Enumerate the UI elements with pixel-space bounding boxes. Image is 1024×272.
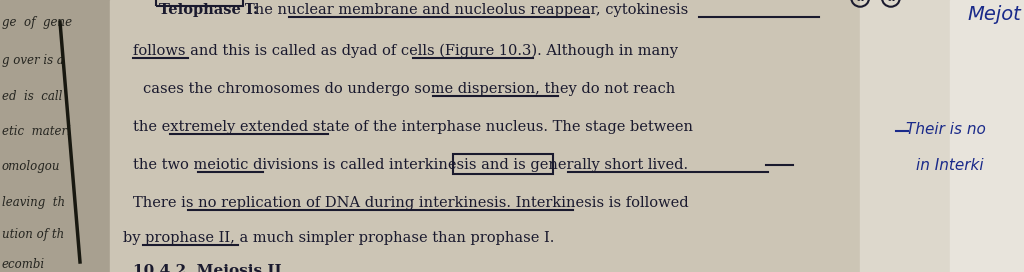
- Text: ution of th: ution of th: [2, 228, 65, 242]
- Text: in Interki: in Interki: [916, 158, 984, 173]
- Text: Their is no: Their is no: [906, 122, 986, 137]
- Text: ecombi: ecombi: [2, 258, 45, 271]
- Text: the two meiotic divisions is called interkinesis and is generally short lived.: the two meiotic divisions is called inte…: [133, 158, 688, 172]
- Text: follows and this is called as dyad of cells (Figure 10.3). Although in many: follows and this is called as dyad of ce…: [133, 44, 678, 58]
- Bar: [453, 154, 553, 174]
- Bar: [860, 0, 1024, 272]
- Text: ge  of  gene: ge of gene: [2, 16, 72, 29]
- Text: cases the chromosomes do undergo some dispersion, they do not reach: cases the chromosomes do undergo some di…: [143, 82, 676, 95]
- Bar: [0, 0, 110, 272]
- Text: ed  is  call: ed is call: [2, 90, 62, 103]
- Text: leaving  th: leaving th: [2, 196, 66, 209]
- Text: omologou: omologou: [2, 160, 60, 174]
- Text: by prophase II, a much simpler prophase than prophase I.: by prophase II, a much simpler prophase …: [123, 231, 554, 245]
- Text: Telophase I:: Telophase I:: [159, 3, 258, 17]
- Text: Mejot: Mejot: [968, 5, 1021, 24]
- Text: n: n: [856, 0, 864, 3]
- Text: g over is a: g over is a: [2, 54, 63, 67]
- Text: the extremely extended state of the interphase nucleus. The stage between: the extremely extended state of the inte…: [133, 120, 693, 134]
- Text: There is no replication of DNA during interkinesis. Interkinesis is followed: There is no replication of DNA during in…: [133, 196, 689, 210]
- Bar: [110, 0, 860, 272]
- Text: 10.4.2  Meiosis II: 10.4.2 Meiosis II: [133, 264, 282, 272]
- Text: etic  materi: etic materi: [2, 125, 71, 138]
- Bar: [950, 0, 1024, 272]
- Text: n: n: [887, 0, 895, 3]
- Text: The nuclear membrane and nucleolus reappear, cytokinesis: The nuclear membrane and nucleolus reapp…: [245, 3, 688, 17]
